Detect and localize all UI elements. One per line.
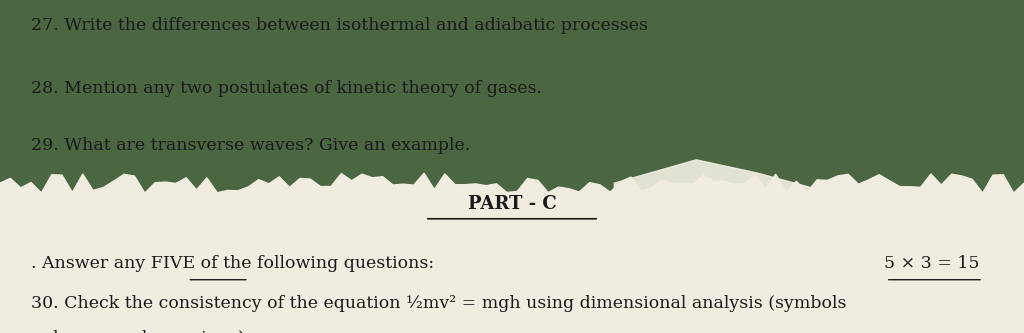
- Text: 27. Write the differences between isothermal and adiabatic processes: 27. Write the differences between isothe…: [31, 17, 648, 34]
- Polygon shape: [614, 160, 1024, 333]
- Text: have usual meanings): have usual meanings): [31, 330, 245, 333]
- Text: PART - C: PART - C: [468, 195, 556, 213]
- Text: 30. Check the consistency of the equation ½mv² = mgh using dimensional analysis : 30. Check the consistency of the equatio…: [31, 295, 846, 312]
- Text: 28. Mention any two postulates of kinetic theory of gases.: 28. Mention any two postulates of kineti…: [31, 80, 542, 97]
- Text: 5 × 3 = 15: 5 × 3 = 15: [884, 255, 980, 272]
- Polygon shape: [0, 173, 1024, 333]
- Text: . Answer any FIVE of the following questions:: . Answer any FIVE of the following quest…: [31, 255, 434, 272]
- Text: 29. What are transverse waves? Give an example.: 29. What are transverse waves? Give an e…: [31, 137, 470, 154]
